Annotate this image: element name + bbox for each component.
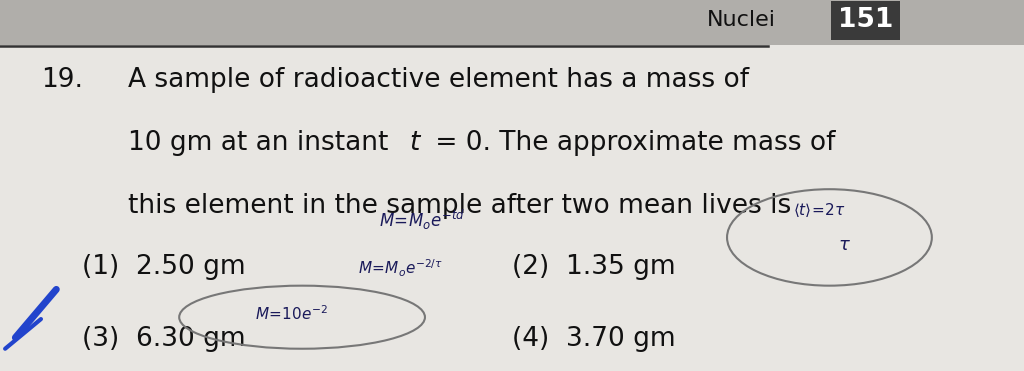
- Text: Nuclei: Nuclei: [707, 10, 775, 30]
- Text: (2)  1.35 gm: (2) 1.35 gm: [512, 254, 676, 280]
- Text: A sample of radioactive element has a mass of: A sample of radioactive element has a ma…: [128, 67, 750, 93]
- Text: $M\!=\!M_o e^{-td}$: $M\!=\!M_o e^{-td}$: [379, 208, 465, 232]
- Text: $\tau$: $\tau$: [839, 236, 851, 254]
- Text: $\langle t\rangle\!=\!2\tau$: $\langle t\rangle\!=\!2\tau$: [793, 201, 846, 219]
- Text: 19.: 19.: [41, 67, 83, 93]
- Text: $M\!=\!M_o e^{-2/\tau}$: $M\!=\!M_o e^{-2/\tau}$: [358, 258, 443, 279]
- FancyBboxPatch shape: [0, 0, 1024, 45]
- Text: this element in the sample after two mean lives is: this element in the sample after two mea…: [128, 193, 792, 219]
- Text: 10 gm at an instant: 10 gm at an instant: [128, 130, 396, 156]
- Text: (1)  2.50 gm: (1) 2.50 gm: [82, 254, 246, 280]
- Text: (3)  6.30 gm: (3) 6.30 gm: [82, 326, 246, 352]
- Text: $M\!=\!10 e^{-2}$: $M\!=\!10 e^{-2}$: [255, 304, 329, 323]
- Text: = 0. The approximate mass of: = 0. The approximate mass of: [427, 130, 836, 156]
- Text: 151: 151: [838, 7, 893, 33]
- Text: t: t: [410, 130, 420, 156]
- Text: (4)  3.70 gm: (4) 3.70 gm: [512, 326, 676, 352]
